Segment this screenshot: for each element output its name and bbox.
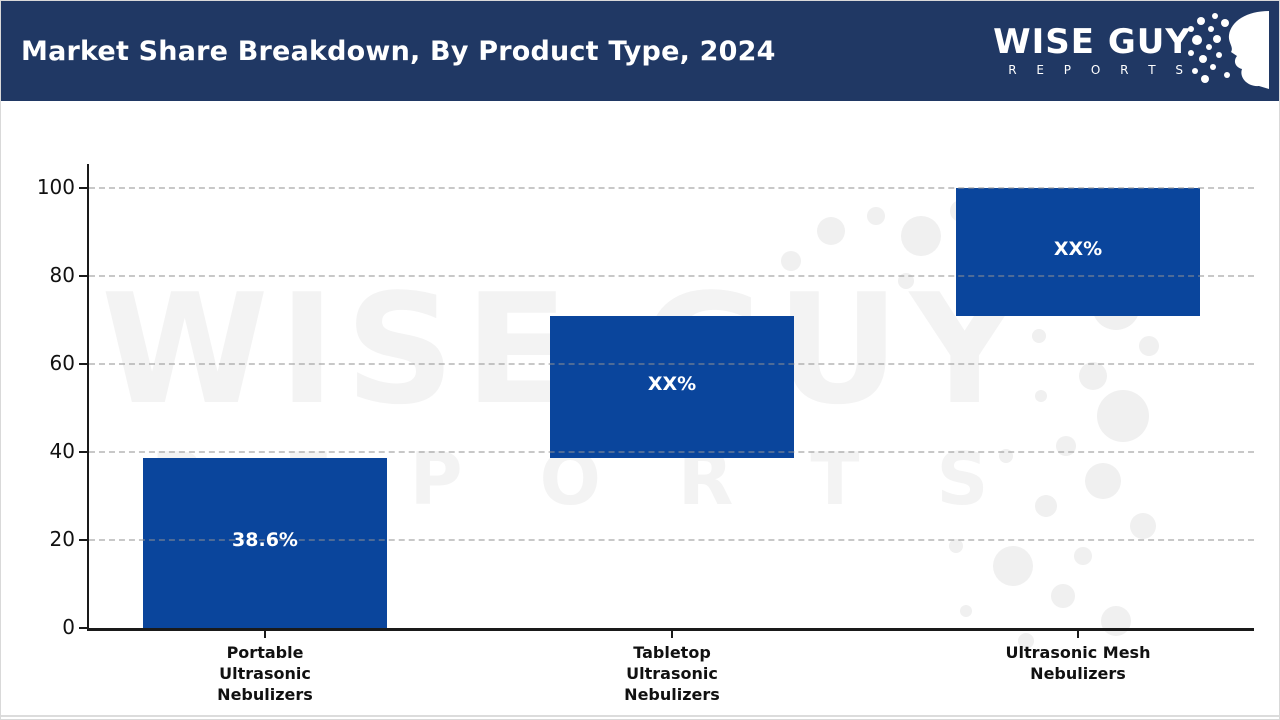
- bar-value-label: XX%: [1053, 237, 1103, 260]
- bar-value-label: XX%: [647, 372, 697, 395]
- y-tick-label: 20: [49, 527, 75, 551]
- x-tick: [1077, 631, 1079, 638]
- bar-value-label: 38.6%: [232, 529, 298, 552]
- bar: [550, 315, 794, 459]
- gridline: [89, 187, 1254, 189]
- logo-face-icon: [1188, 11, 1269, 89]
- x-tick: [264, 631, 266, 638]
- x-tick: [671, 631, 673, 638]
- gridline: [89, 539, 1254, 541]
- y-tick: [79, 451, 87, 453]
- bar: [143, 458, 387, 628]
- y-tick: [79, 275, 87, 277]
- y-tick-label: 100: [36, 175, 75, 199]
- category-label: Ultrasonic Mesh Nebulizers: [1005, 643, 1151, 684]
- y-axis-line: [87, 164, 89, 631]
- gridline: [89, 275, 1254, 277]
- bar: [956, 188, 1200, 316]
- y-tick-label: 0: [62, 615, 75, 639]
- page-title: Market Share Breakdown, By Product Type,…: [21, 35, 776, 67]
- y-tick: [79, 627, 87, 629]
- chart-area: WISE GUY R E P O R T S: [1, 101, 1279, 719]
- y-tick-label: 40: [49, 439, 75, 463]
- logo-wordmark: WISE GUY: [993, 22, 1191, 63]
- x-axis-line: [87, 628, 1254, 631]
- gridline: [89, 363, 1254, 365]
- brand-logo: WISE GUY R E P O R T S: [993, 7, 1273, 95]
- logo-subtext: R E P O R T S: [1008, 62, 1191, 77]
- category-label: Tabletop Ultrasonic Nebulizers: [624, 643, 720, 705]
- y-tick: [79, 539, 87, 541]
- category-label: Portable Ultrasonic Nebulizers: [217, 643, 313, 705]
- y-tick-label: 80: [49, 263, 75, 287]
- y-tick-label: 60: [49, 351, 75, 375]
- y-tick: [79, 363, 87, 365]
- logo-text: WISE GUY R E P O R T S: [993, 22, 1191, 77]
- bottom-divider: [1, 715, 1279, 717]
- header-bar: Market Share Breakdown, By Product Type,…: [1, 1, 1279, 101]
- y-tick: [79, 187, 87, 189]
- gridline: [89, 451, 1254, 453]
